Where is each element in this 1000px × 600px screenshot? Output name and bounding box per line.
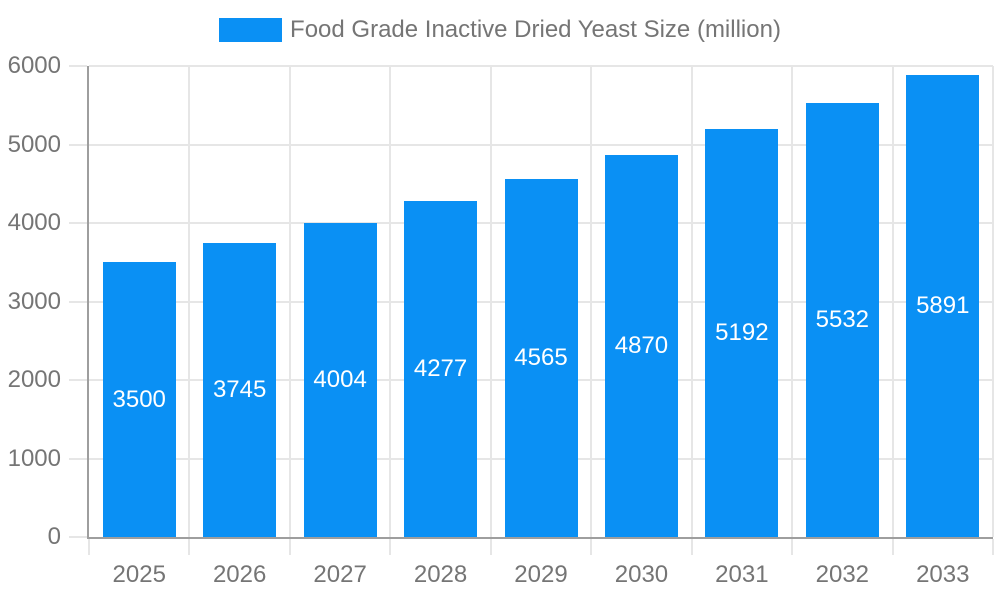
- x-axis-label: 2029: [514, 561, 568, 588]
- bar-2025[interactable]: 3500: [102, 262, 176, 537]
- y-axis-label: 3000: [7, 287, 61, 315]
- legend-item[interactable]: Food Grade Inactive Dried Yeast Size (mi…: [219, 16, 781, 44]
- y-tick: [69, 457, 87, 460]
- x-tick: [288, 539, 291, 555]
- y-axis-label: 4000: [7, 209, 61, 237]
- bar-2027[interactable]: 4004: [303, 222, 377, 537]
- x-axis-label: 2026: [212, 561, 267, 588]
- x-tick: [88, 539, 90, 555]
- x-gridline: [992, 66, 994, 537]
- bar-value-label: 4565: [514, 343, 568, 371]
- x-axis-label: 2032: [815, 561, 870, 588]
- bar-value-label: 4277: [413, 355, 468, 383]
- bar-value-label: 4004: [313, 365, 367, 393]
- x-axis-label: 2033: [916, 561, 970, 588]
- x-axis-label: 2027: [313, 561, 367, 588]
- bar-2029[interactable]: 4565: [504, 178, 578, 537]
- y-axis-label: 6000: [7, 52, 61, 79]
- x-gridline: [489, 66, 492, 537]
- y-gridline: [89, 143, 993, 146]
- bar-2031[interactable]: 5192: [705, 129, 779, 537]
- x-axis-label: 2030: [614, 561, 669, 588]
- x-tick: [791, 539, 794, 555]
- bar-value-label: 5891: [916, 291, 970, 319]
- bar-2026[interactable]: 3745: [203, 243, 277, 537]
- legend-label: Food Grade Inactive Dried Yeast Size (mi…: [290, 16, 781, 43]
- x-tick: [389, 539, 392, 555]
- y-gridline: [89, 65, 993, 67]
- y-tick: [69, 300, 87, 303]
- x-tick: [891, 539, 894, 555]
- y-tick: [69, 143, 87, 146]
- x-tick: [992, 539, 994, 555]
- bar-2028[interactable]: 4277: [404, 201, 478, 537]
- plot-area: 0 1000 2000 3000 4000 5000 6000 3500 2025 3745 202…: [8, 54, 994, 587]
- y-tick: [69, 536, 87, 538]
- bar-value-label: 5192: [715, 319, 769, 347]
- x-gridline: [590, 66, 593, 537]
- x-gridline: [690, 66, 693, 537]
- y-axis-label: 0: [47, 523, 61, 550]
- bar-2030[interactable]: 4870: [604, 154, 678, 537]
- bar-value-label: 4870: [614, 331, 669, 359]
- x-axis-label: 2031: [715, 561, 769, 588]
- bar-value-label: 3745: [212, 376, 267, 404]
- x-gridline: [891, 66, 894, 537]
- x-tick: [489, 539, 492, 555]
- x-tick: [690, 539, 693, 555]
- x-gridline: [791, 66, 794, 537]
- x-axis-label: 2028: [413, 561, 468, 588]
- x-tick: [188, 539, 191, 555]
- y-tick: [69, 65, 87, 67]
- y-axis-label: 5000: [7, 130, 61, 158]
- bar-2033[interactable]: 5891: [906, 74, 980, 537]
- x-gridline: [389, 66, 392, 537]
- y-axis-label: 1000: [7, 444, 61, 472]
- legend-swatch-icon: [219, 18, 283, 42]
- x-axis-label: 2025: [112, 561, 166, 588]
- y-tick: [69, 379, 87, 382]
- bar-value-label: 5532: [815, 305, 870, 333]
- y-axis-label: 2000: [7, 366, 61, 394]
- bar-2032[interactable]: 5532: [805, 102, 879, 537]
- bar-value-label: 3500: [112, 385, 166, 413]
- y-tick: [69, 222, 87, 225]
- x-tick: [590, 539, 593, 555]
- x-gridline: [188, 66, 191, 537]
- legend: Food Grade Inactive Dried Yeast Size (mi…: [0, 16, 1000, 44]
- x-gridline: [288, 66, 291, 537]
